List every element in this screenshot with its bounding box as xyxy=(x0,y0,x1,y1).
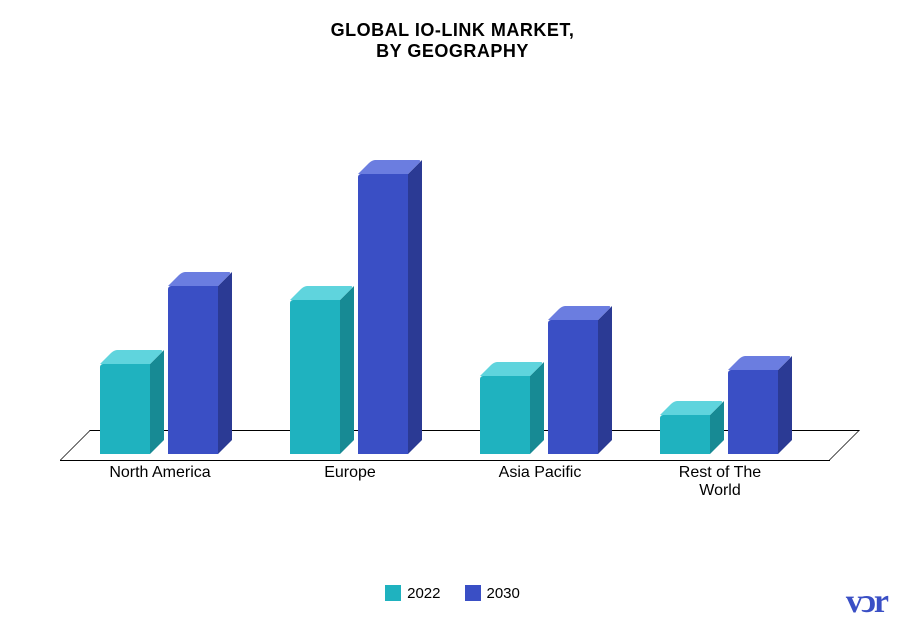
bar-side xyxy=(150,350,164,454)
legend-label: 2022 xyxy=(407,585,440,602)
legend: 2022 2030 xyxy=(0,585,905,606)
bar xyxy=(168,286,218,454)
bar-side xyxy=(218,272,232,454)
brand-logo: vↄr xyxy=(846,583,887,621)
chart-title-line2: BY GEOGRAPHY xyxy=(0,41,905,62)
bar-side xyxy=(778,356,792,454)
bar-front xyxy=(290,300,340,454)
legend-label: 2030 xyxy=(487,585,520,602)
legend-item: 2022 xyxy=(385,585,440,602)
bar-front xyxy=(660,415,710,454)
bar xyxy=(290,300,340,454)
bar xyxy=(358,174,408,454)
bar-group xyxy=(480,154,630,454)
bar-group xyxy=(290,154,440,454)
chart-title-block: GLOBAL IO-LINK MARKET, BY GEOGRAPHY xyxy=(0,0,905,62)
bar-side xyxy=(598,306,612,454)
chart-title-line1: GLOBAL IO-LINK MARKET, xyxy=(0,20,905,41)
x-axis-label: North America xyxy=(70,464,250,482)
bar-side xyxy=(408,160,422,454)
bars-layer xyxy=(60,154,830,454)
bar-group xyxy=(660,154,810,454)
bar-front xyxy=(168,286,218,454)
bar xyxy=(728,370,778,454)
bar-front xyxy=(480,376,530,454)
x-axis-labels: North America Europe Asia PacificRest of T… xyxy=(60,460,830,500)
x-axis-label: Rest of TheWorld xyxy=(630,464,810,501)
bar-group xyxy=(100,154,250,454)
bar xyxy=(548,320,598,454)
bar-front xyxy=(728,370,778,454)
legend-swatch xyxy=(385,585,401,601)
bar xyxy=(480,376,530,454)
bar-side xyxy=(530,362,544,454)
bar-side xyxy=(340,286,354,454)
legend-swatch xyxy=(465,585,481,601)
x-axis-label: Asia Pacific xyxy=(450,464,630,482)
x-axis-label: Europe xyxy=(260,464,440,482)
chart-area: North America Europe Asia PacificRest of T… xyxy=(60,140,830,500)
bar-front xyxy=(548,320,598,454)
bar-front xyxy=(358,174,408,454)
bar-front xyxy=(100,364,150,454)
bar xyxy=(100,364,150,454)
brand-logo-text: vↄr xyxy=(846,583,887,620)
bar xyxy=(660,415,710,454)
legend-item: 2030 xyxy=(465,585,520,602)
